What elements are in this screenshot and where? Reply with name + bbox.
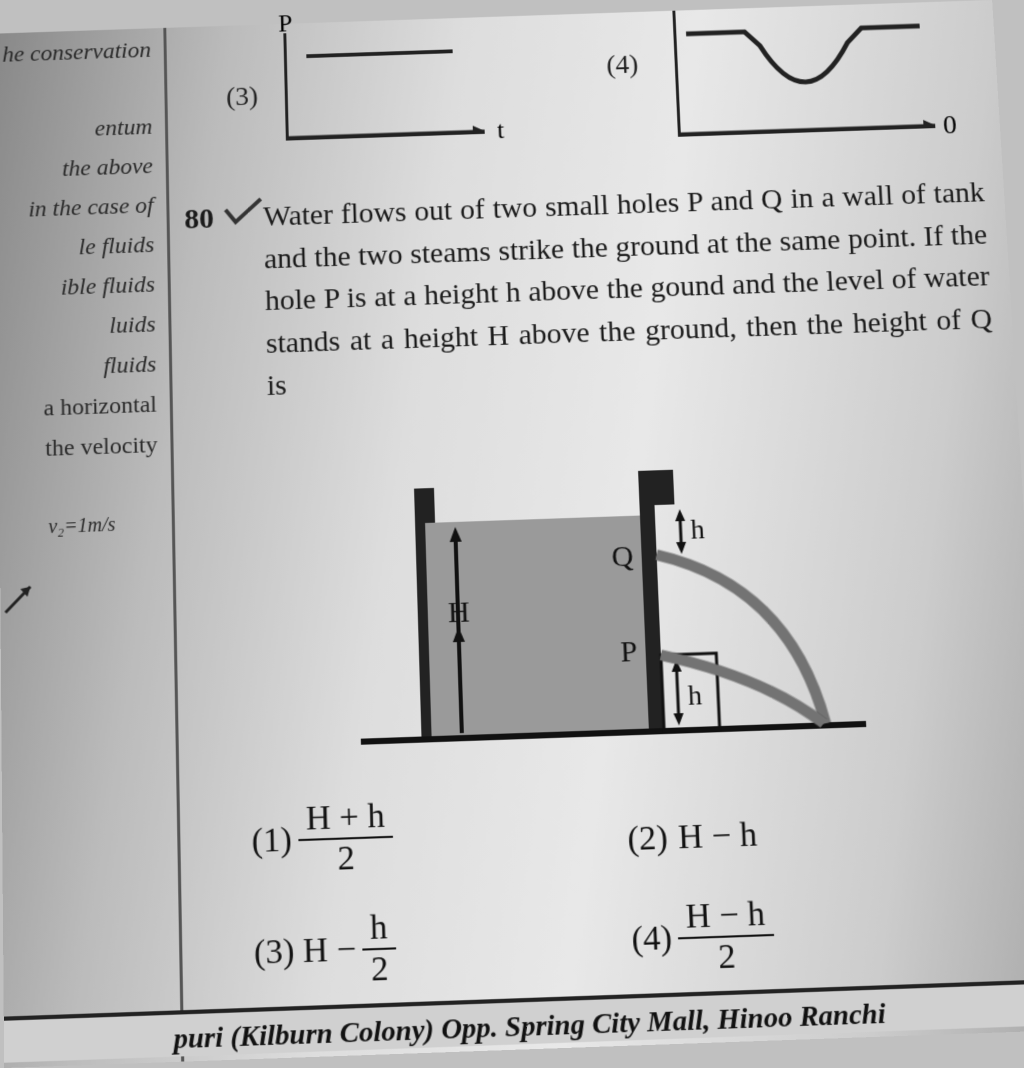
page: he conservation entum the above in the c…	[0, 0, 1024, 1068]
graph-3	[283, 27, 484, 141]
graph-4-curve-icon	[675, 2, 935, 134]
question-number: 80	[184, 198, 214, 241]
graph-4	[672, 2, 935, 137]
graph3-axis: t	[497, 116, 505, 145]
option-3-label: (3)	[226, 82, 259, 113]
answer-4-denominator: 2	[678, 936, 776, 979]
margin-line: luids	[3, 312, 164, 344]
answer-1-num: (1)	[251, 821, 292, 861]
answer-2-text: H − h	[677, 816, 758, 858]
answer-2-num: (2)	[627, 819, 669, 859]
answer-3-denominator: 2	[362, 949, 397, 990]
margin-line: entum	[1, 114, 160, 145]
answer-1: (1) H + h 2	[251, 789, 629, 882]
answer-4: (4) H − h 2	[630, 886, 1011, 980]
answer-1-denominator: 2	[298, 838, 394, 881]
tank-svg: H h Q P h	[354, 454, 868, 773]
graph-3-line-icon	[286, 27, 484, 138]
answer-4-num: (4)	[631, 919, 673, 960]
checkmark-icon	[223, 194, 263, 229]
answer-3-prefix: H −	[302, 930, 356, 971]
answer-3-num: (3)	[254, 932, 295, 973]
label-P: P	[620, 635, 638, 668]
margin-line: he conservation	[1, 38, 159, 69]
arrow-icon	[0, 576, 41, 617]
margin-line: in the case of	[2, 193, 162, 224]
main-content: (3) P t (4)	[176, 0, 1024, 1061]
margin-line: the above	[2, 153, 161, 184]
margin-line: a horizontal	[4, 392, 165, 424]
question-80: 80 Water flows out of two small holes P …	[179, 171, 996, 410]
graph4-axis: 0	[942, 110, 958, 141]
left-margin-column: he conservation entum the above in the c…	[0, 28, 184, 1068]
question-text: Water flows out of two small holes P and…	[263, 171, 996, 407]
margin-line: the velocity	[4, 432, 166, 464]
label-H: H	[447, 596, 470, 629]
label-h-bottom: h	[687, 679, 703, 711]
answer-4-numerator: H − h	[677, 895, 774, 940]
margin-line: ible fluids	[3, 272, 163, 304]
margin-line: le fluids	[2, 232, 162, 264]
label-Q: Q	[611, 540, 634, 573]
label-h-top: h	[690, 513, 706, 545]
answer-3-numerator: h	[361, 908, 396, 951]
margin-line: fluids	[3, 352, 164, 384]
option-4-label: (4)	[606, 50, 639, 81]
top-options-row: (3) P t (4)	[176, 9, 1002, 189]
tank-diagram: H h Q P h	[354, 454, 868, 773]
answer-1-numerator: H + h	[297, 797, 393, 841]
answer-2: (2) H − h	[625, 775, 1004, 868]
answer-3: (3) H − h 2	[253, 900, 633, 994]
velocity-note: v₂=1m/s	[5, 512, 167, 541]
